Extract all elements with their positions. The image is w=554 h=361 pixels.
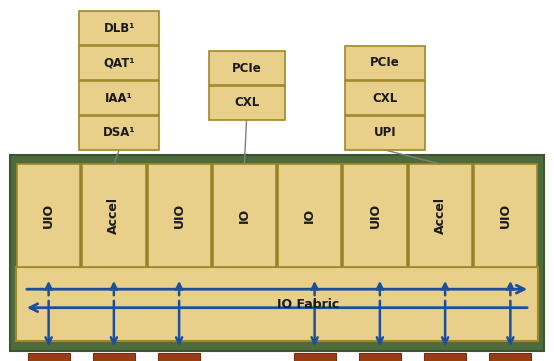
Bar — [10, 155, 544, 351]
Bar — [345, 81, 425, 115]
Text: IO: IO — [303, 208, 316, 223]
Bar — [79, 116, 159, 150]
Text: PCIe: PCIe — [232, 61, 261, 74]
Bar — [408, 164, 472, 267]
Bar — [79, 81, 159, 115]
Text: CXL: CXL — [372, 91, 398, 104]
Text: DLB¹: DLB¹ — [104, 22, 135, 35]
Text: CXL: CXL — [234, 96, 259, 109]
Bar — [158, 353, 200, 361]
Bar — [93, 353, 135, 361]
Text: IO: IO — [238, 208, 251, 223]
Text: Accel: Accel — [434, 197, 447, 234]
Bar — [208, 86, 285, 120]
Text: UIO: UIO — [368, 203, 381, 228]
Text: IAA¹: IAA¹ — [105, 91, 133, 104]
Text: DSA¹: DSA¹ — [103, 126, 135, 139]
Text: UIO: UIO — [173, 203, 186, 228]
Text: PCIe: PCIe — [370, 57, 400, 70]
Bar — [294, 353, 336, 361]
Bar — [147, 164, 211, 267]
Bar — [343, 164, 407, 267]
Bar — [489, 353, 531, 361]
Bar — [345, 116, 425, 150]
Bar — [359, 353, 401, 361]
Text: UIO: UIO — [499, 203, 512, 228]
Bar — [213, 164, 276, 267]
Bar — [345, 46, 425, 80]
Bar — [474, 164, 537, 267]
Bar — [16, 267, 538, 341]
Bar — [424, 353, 466, 361]
Text: IO Fabric: IO Fabric — [277, 297, 340, 310]
Text: UIO: UIO — [42, 203, 55, 228]
Bar — [79, 11, 159, 45]
Bar — [82, 164, 146, 267]
Bar — [208, 51, 285, 85]
Text: Accel: Accel — [107, 197, 120, 234]
Text: QAT¹: QAT¹ — [104, 57, 135, 70]
Text: UPI: UPI — [374, 126, 396, 139]
Bar — [278, 164, 341, 267]
Bar — [28, 353, 70, 361]
Bar — [79, 46, 159, 80]
Bar — [17, 164, 80, 267]
